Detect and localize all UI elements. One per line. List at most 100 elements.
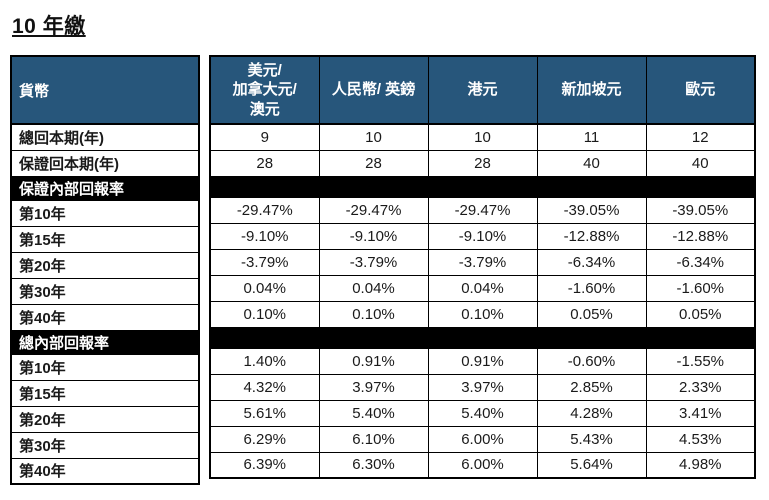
table-row: -29.47% -29.47% -29.47% -39.05% -39.05% — [209, 196, 756, 224]
header-row: 美元/ 加拿大元/ 澳元 人民幣/ 英鎊 港元 新加坡元 歐元 — [209, 55, 756, 125]
value-cell: 6.00% — [427, 451, 538, 479]
row-label: 第20年 — [10, 251, 200, 279]
value-cell: 11 — [536, 123, 647, 151]
table-row: 總回本期(年) — [10, 123, 200, 151]
value-cell: -3.79% — [209, 248, 320, 276]
value-cell: 40 — [645, 149, 756, 177]
corner-header: 貨幣 — [10, 55, 200, 125]
value-cell: 6.10% — [318, 425, 429, 453]
value-cell: -3.79% — [427, 248, 538, 276]
row-label: 第10年 — [10, 199, 200, 227]
value-cell: -6.34% — [536, 248, 647, 276]
row-label: 第10年 — [10, 353, 200, 381]
table-row: 保證回本期(年) — [10, 149, 200, 177]
value-cell: -12.88% — [536, 222, 647, 250]
value-cell: -12.88% — [645, 222, 756, 250]
data-columns-table: 美元/ 加拿大元/ 澳元 人民幣/ 英鎊 港元 新加坡元 歐元 9 10 10 11 12 28 28… — [209, 55, 756, 479]
table-row: 5.61% 5.40% 5.40% 4.28% 3.41% — [209, 399, 756, 427]
value-cell: 4.53% — [645, 425, 756, 453]
value-cell: 4.28% — [536, 399, 647, 427]
value-cell: -29.47% — [209, 196, 320, 224]
value-cell: 3.41% — [645, 399, 756, 427]
value-cell: 28 — [427, 149, 538, 177]
value-cell: -9.10% — [318, 222, 429, 250]
label-column-table: 貨幣 總回本期(年) 保證回本期(年) 保證內部回報率 第10年 第15年 第20年 第30年… — [10, 55, 200, 485]
header-row: 貨幣 — [10, 55, 200, 125]
table-row: 第30年 — [10, 431, 200, 459]
table-row: -9.10% -9.10% -9.10% -12.88% -12.88% — [209, 222, 756, 250]
table-row: 第30年 — [10, 277, 200, 305]
value-cell: 6.39% — [209, 451, 320, 479]
value-cell: 10 — [318, 123, 429, 151]
value-cell: 0.04% — [427, 274, 538, 302]
column-header: 人民幣/ 英鎊 — [318, 55, 429, 125]
value-cell: 9 — [209, 123, 320, 151]
value-cell: -39.05% — [645, 196, 756, 224]
value-cell: -29.47% — [318, 196, 429, 224]
table-row: 6.39% 6.30% 6.00% 5.64% 4.98% — [209, 451, 756, 479]
table-row: 第15年 — [10, 225, 200, 253]
section-band-row — [209, 175, 756, 198]
value-cell: 5.40% — [427, 399, 538, 427]
value-cell: -9.10% — [427, 222, 538, 250]
row-label: 保證回本期(年) — [10, 149, 200, 177]
section-band-fill — [209, 326, 756, 349]
value-cell: 0.10% — [318, 300, 429, 328]
value-cell: -9.10% — [209, 222, 320, 250]
value-cell: 0.05% — [645, 300, 756, 328]
table-row: -3.79% -3.79% -3.79% -6.34% -6.34% — [209, 248, 756, 276]
value-cell: 5.64% — [536, 451, 647, 479]
row-label: 第40年 — [10, 303, 200, 331]
table-row: 0.10% 0.10% 0.10% 0.05% 0.05% — [209, 300, 756, 328]
section-band-row: 總內部回報率 — [10, 329, 200, 355]
value-cell: 0.10% — [209, 300, 320, 328]
value-cell: 5.40% — [318, 399, 429, 427]
value-cell: -6.34% — [645, 248, 756, 276]
section-band-label: 總內部回報率 — [10, 329, 200, 355]
value-cell: 0.04% — [318, 274, 429, 302]
row-label: 總回本期(年) — [10, 123, 200, 151]
table-row: 第20年 — [10, 405, 200, 433]
row-label: 第30年 — [10, 277, 200, 305]
row-label: 第40年 — [10, 457, 200, 485]
value-cell: -39.05% — [536, 196, 647, 224]
section-band-row: 保證內部回報率 — [10, 175, 200, 201]
row-label: 第20年 — [10, 405, 200, 433]
value-cell: 6.00% — [427, 425, 538, 453]
value-cell: 6.29% — [209, 425, 320, 453]
value-cell: -29.47% — [427, 196, 538, 224]
table-row: 4.32% 3.97% 3.97% 2.85% 2.33% — [209, 373, 756, 401]
value-cell: -1.60% — [536, 274, 647, 302]
table-row: 第20年 — [10, 251, 200, 279]
value-cell: 40 — [536, 149, 647, 177]
column-header: 新加坡元 — [536, 55, 647, 125]
value-cell: -3.79% — [318, 248, 429, 276]
column-header: 美元/ 加拿大元/ 澳元 — [209, 55, 320, 125]
table-row: 第10年 — [10, 199, 200, 227]
value-cell: 0.10% — [427, 300, 538, 328]
column-header: 港元 — [427, 55, 538, 125]
table-row: 0.04% 0.04% 0.04% -1.60% -1.60% — [209, 274, 756, 302]
section-band-fill — [209, 175, 756, 198]
page-title: 10 年繳 — [12, 15, 86, 38]
table-row: 第40年 — [10, 457, 200, 485]
value-cell: 5.61% — [209, 399, 320, 427]
table-row: 6.29% 6.10% 6.00% 5.43% 4.53% — [209, 425, 756, 453]
value-cell: 0.91% — [318, 347, 429, 375]
row-label: 第15年 — [10, 379, 200, 407]
row-label: 第30年 — [10, 431, 200, 459]
value-cell: -1.55% — [645, 347, 756, 375]
value-cell: 0.05% — [536, 300, 647, 328]
table-row: 第40年 — [10, 303, 200, 331]
value-cell: 4.98% — [645, 451, 756, 479]
value-cell: 10 — [427, 123, 538, 151]
value-cell: 4.32% — [209, 373, 320, 401]
table-row: 第15年 — [10, 379, 200, 407]
table-row: 第10年 — [10, 353, 200, 381]
value-cell: 12 — [645, 123, 756, 151]
table-row: 1.40% 0.91% 0.91% -0.60% -1.55% — [209, 347, 756, 375]
column-header: 歐元 — [645, 55, 756, 125]
page: 10 年繳 貨幣 總回本期(年) 保證回本期(年) 保證內部回報率 第10年 第15年 第2… — [10, 15, 756, 485]
value-cell: 5.43% — [536, 425, 647, 453]
section-band-row — [209, 326, 756, 349]
